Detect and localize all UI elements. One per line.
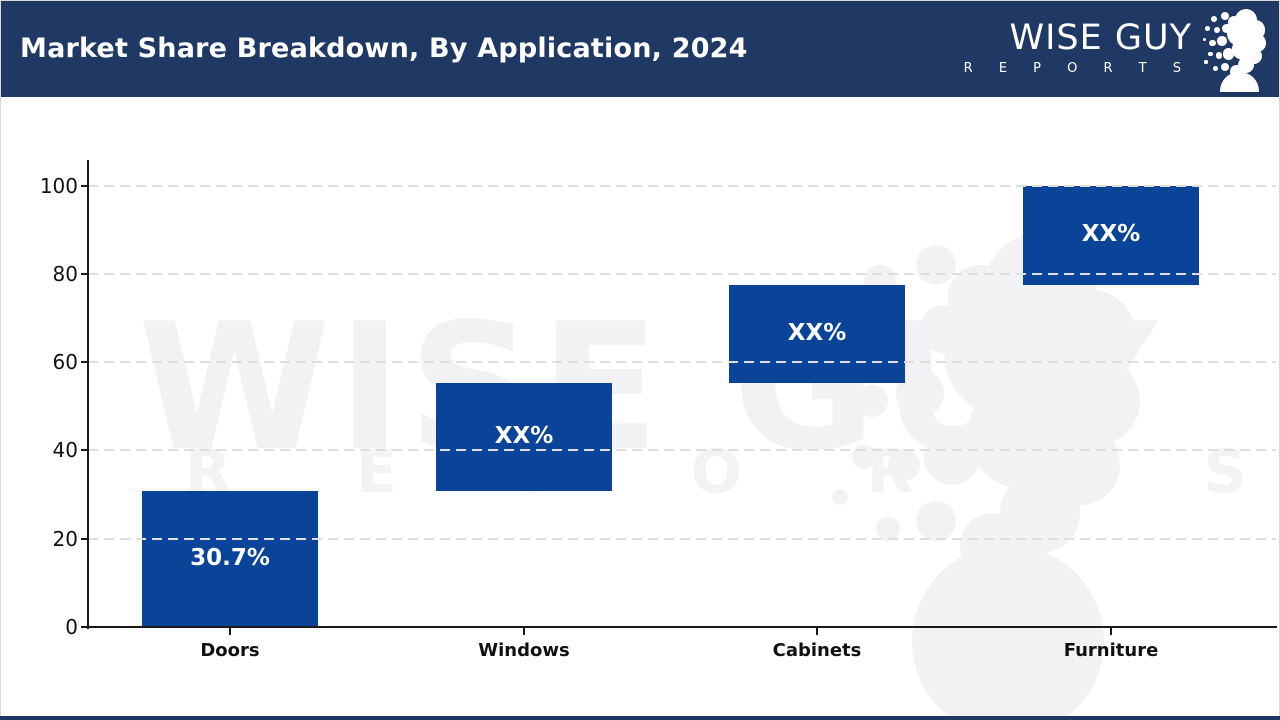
- gridline-20: [88, 537, 1276, 540]
- logo-face-dot: [1217, 36, 1227, 46]
- logo-face-dot: [1221, 62, 1230, 71]
- x-tick-mark-windows: [523, 628, 525, 635]
- x-tick-label-furniture: Furniture: [1063, 640, 1159, 661]
- bar-doors: [142, 491, 318, 627]
- logo-face-dot: [1222, 23, 1232, 34]
- logo-face-dot: [1209, 39, 1216, 46]
- logo-face-icon: [1190, 6, 1270, 92]
- bar-value-label-windows: XX%: [494, 423, 554, 450]
- logo-face-dot: [1204, 60, 1208, 64]
- logo-text: WISE GUY R E P O R T S: [964, 18, 1192, 76]
- y-tick-mark-60: [81, 361, 87, 364]
- y-tick-mark-20: [81, 537, 87, 540]
- logo-reports-label: R E P O R T S: [963, 61, 1192, 76]
- x-tick-label-windows: Windows: [478, 640, 570, 661]
- gridline-60: [88, 361, 1276, 364]
- logo-face-dot: [1214, 26, 1221, 34]
- x-axis: [87, 626, 1277, 628]
- logo-face-dot: [1215, 52, 1222, 59]
- gridline-100: [88, 184, 1276, 187]
- logo-face-dot: [1210, 15, 1218, 22]
- y-tick-label-60: 60: [52, 350, 78, 375]
- y-tick-mark-80: [81, 272, 87, 275]
- logo-face-dot: [1231, 38, 1254, 61]
- gridline-80: [88, 272, 1276, 275]
- y-tick-label-40: 40: [52, 438, 78, 463]
- y-tick-mark-0: [81, 626, 87, 628]
- logo-face-dot: [1222, 48, 1234, 60]
- bar-windows: [436, 383, 612, 492]
- logo-face-dot: [1221, 11, 1230, 20]
- logo-face-dot: [1220, 71, 1259, 92]
- y-axis: [87, 160, 89, 629]
- logo-face-dot: [1202, 38, 1206, 42]
- x-tick-mark-furniture: [1110, 628, 1112, 635]
- x-tick-label-doors: Doors: [200, 640, 260, 661]
- page-title: Market Share Breakdown, By Application, …: [20, 33, 748, 64]
- x-tick-label-cabinets: Cabinets: [772, 640, 862, 661]
- y-tick-mark-100: [81, 184, 87, 187]
- logo-wiseguy-label: WISE GUY: [1009, 18, 1192, 58]
- y-tick-mark-40: [81, 449, 87, 452]
- y-tick-label-20: 20: [52, 526, 78, 551]
- wise-guy-reports-logo: WISE GUY R E P O R T S: [964, 4, 1270, 94]
- gridline-40: [88, 449, 1276, 452]
- bar-cabinets: [729, 284, 905, 384]
- logo-face-dot: [1208, 51, 1214, 57]
- bar-value-label-furniture: XX%: [1081, 221, 1141, 248]
- y-tick-label-0: 0: [65, 615, 78, 639]
- y-tick-label-100: 100: [39, 173, 78, 198]
- x-tick-mark-doors: [229, 628, 231, 635]
- x-tick-mark-cabinets: [816, 628, 818, 635]
- logo-face-dot: [1205, 26, 1210, 31]
- footer-strip: [0, 716, 1280, 720]
- header-bar: Market Share Breakdown, By Application, …: [0, 0, 1280, 97]
- logo-face-dot: [1213, 66, 1218, 71]
- y-tick-label-80: 80: [52, 261, 78, 286]
- bar-value-label-doors: 30.7%: [190, 545, 270, 572]
- bar-value-label-cabinets: XX%: [787, 320, 847, 347]
